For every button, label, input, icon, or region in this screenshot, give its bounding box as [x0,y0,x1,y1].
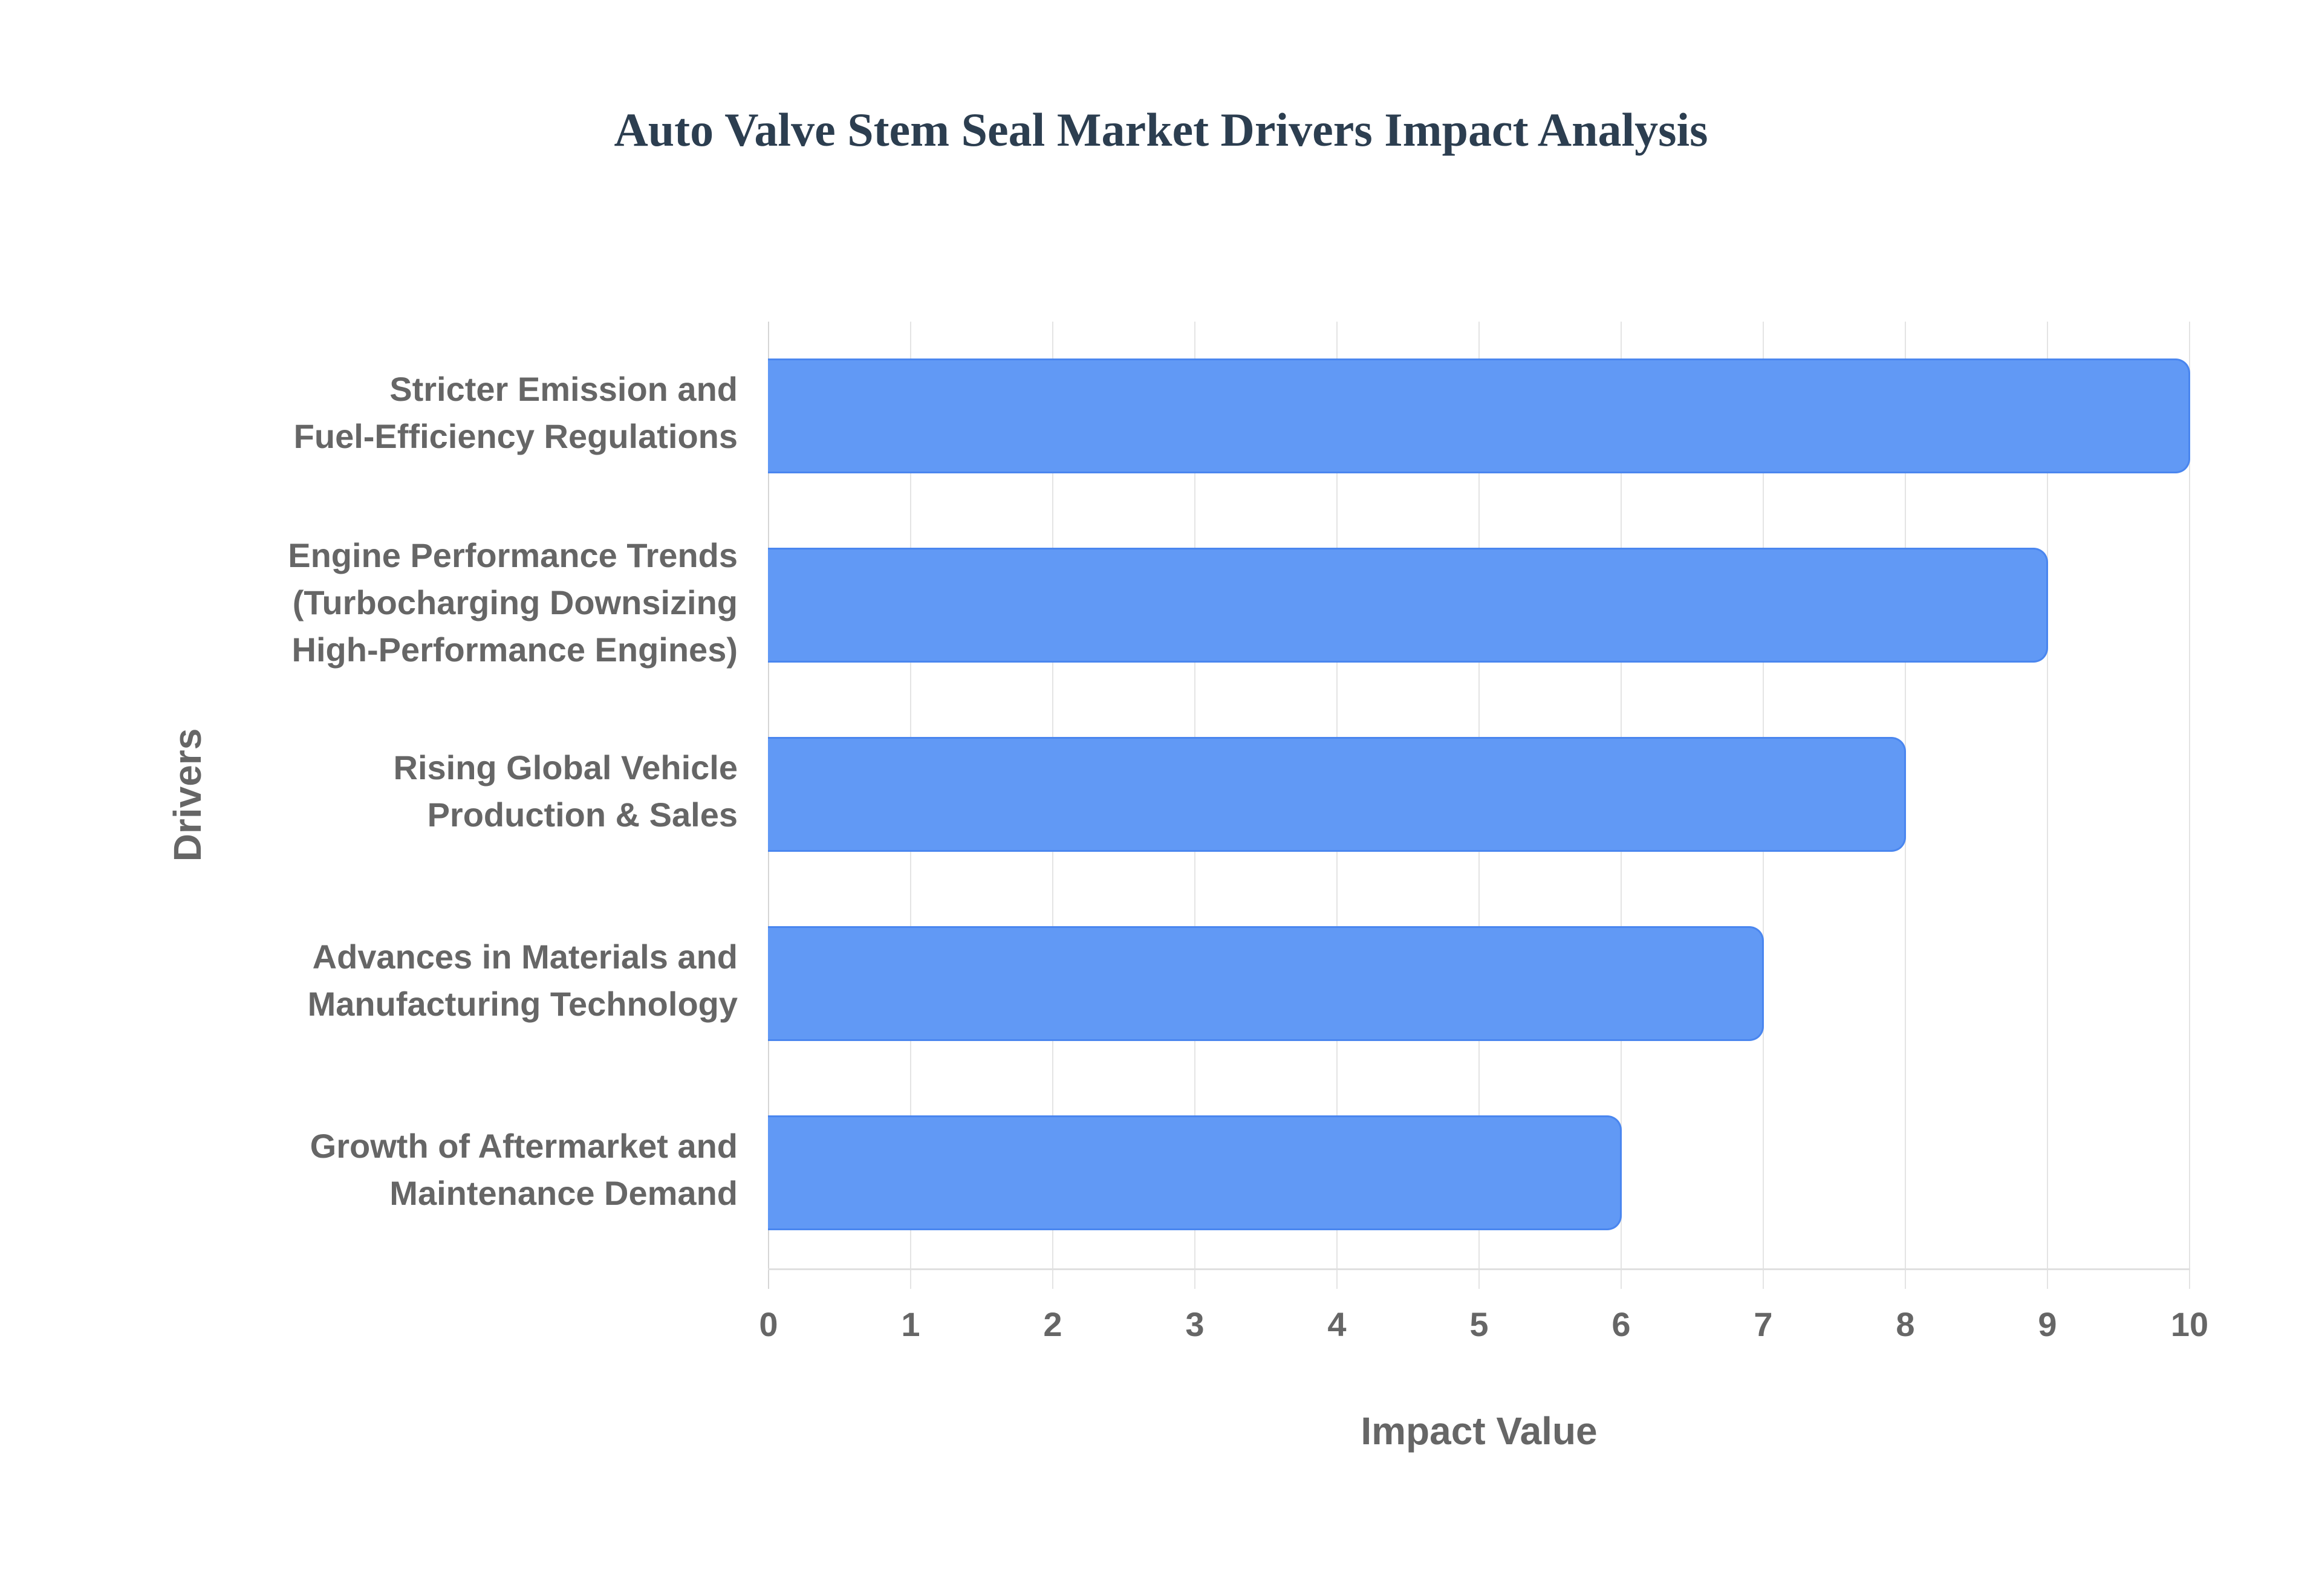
y-tick-label: Stricter Emission and Fuel-Efficiency Re… [133,366,738,460]
y-tick-label-line: Advances in Materials and [312,938,738,976]
x-tick-label: 6 [1611,1305,1631,1343]
x-tick-label: 3 [1185,1305,1205,1343]
x-tick-label: 9 [2038,1305,2057,1343]
y-tick-label-line: Engine Performance Trends [288,536,738,574]
x-tick-label: 10 [2170,1305,2209,1343]
y-tick-label-line: Production & Sales [427,796,738,834]
bar-engine-performance[interactable] [768,548,2048,663]
x-tick-label: 7 [1754,1305,1773,1343]
y-tick-label: Engine Performance Trends (Turbocharging… [133,532,738,673]
x-tick-label: 2 [1043,1305,1062,1343]
x-tick-label: 0 [759,1305,778,1343]
bar-vehicle-production[interactable] [768,737,1906,852]
y-tick-label-line: (Turbocharging Downsizing [292,583,738,621]
gridline [2189,322,2190,1289]
y-tick-label-line: Fuel-Efficiency Regulations [293,417,738,455]
x-tick-label: 8 [1896,1305,1915,1343]
plot-area [768,322,2190,1289]
y-tick-label: Advances in Materials and Manufacturing … [133,933,738,1028]
y-tick-label-line: Rising Global Vehicle [393,748,738,787]
y-tick-label: Growth of Aftermarket and Maintenance De… [133,1123,738,1217]
y-tick-label-line: Manufacturing Technology [307,985,738,1023]
x-tick-label: 1 [901,1305,920,1343]
gridline [2047,322,2048,1289]
y-tick-label-line: High-Performance Engines) [291,631,738,669]
y-tick-label-line: Growth of Aftermarket and [310,1127,738,1165]
x-axis-title: Impact Value [1361,1409,1598,1453]
bar-materials-technology[interactable] [768,926,1764,1041]
chart-title: Auto Valve Stem Seal Market Drivers Impa… [614,103,1708,156]
y-tick-label-line: Maintenance Demand [389,1174,738,1212]
y-tick-label: Rising Global Vehicle Production & Sales [133,744,738,839]
x-tick-label: 4 [1327,1305,1347,1343]
x-tick-label: 5 [1469,1305,1489,1343]
x-axis-line [768,1268,2190,1270]
bar-stricter-emission[interactable] [768,358,2190,473]
y-tick-label-line: Stricter Emission and [389,370,738,408]
bar-aftermarket-demand[interactable] [768,1115,1622,1230]
